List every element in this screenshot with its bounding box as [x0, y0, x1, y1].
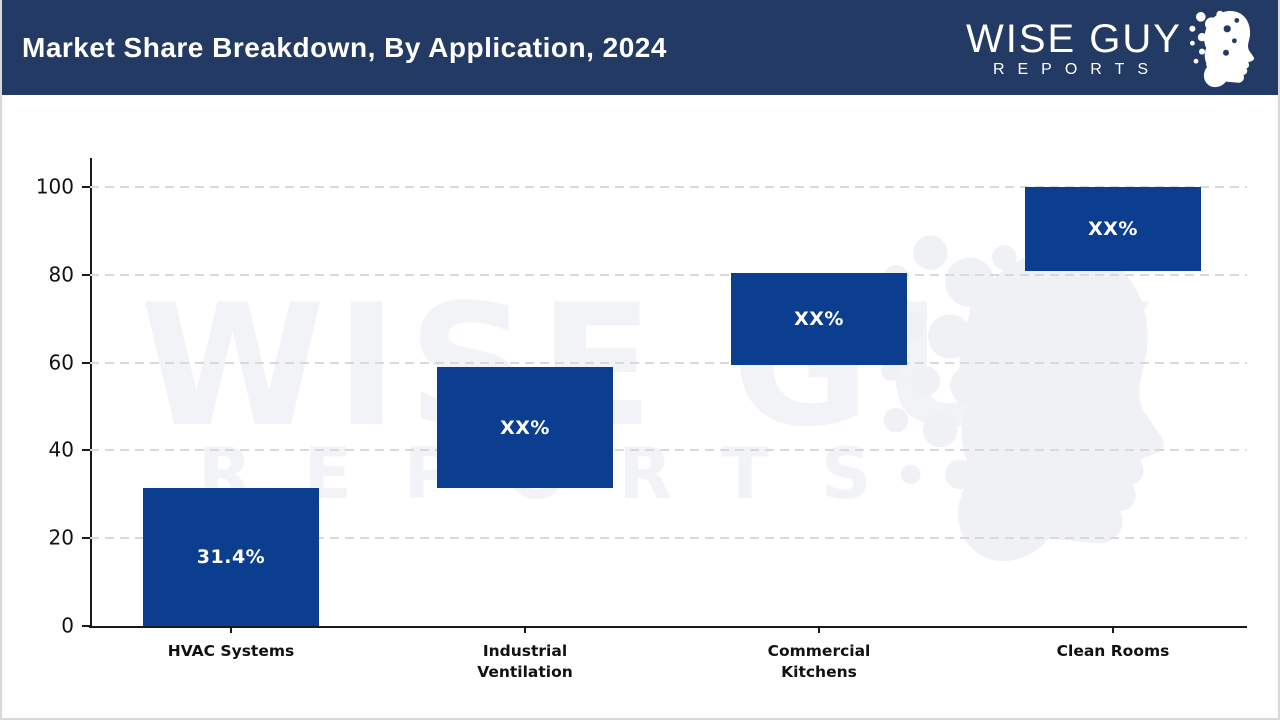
logo-wordmark: WISE GUY	[965, 17, 1182, 61]
logo-subtitle: REPORTS	[992, 61, 1162, 78]
y-tick-label-40: 40	[48, 437, 74, 462]
bar-value-label: XX%	[1088, 218, 1138, 240]
watermark-head-icon	[881, 235, 1164, 562]
y-tick-40	[82, 449, 90, 451]
bar-value-label: 31.4%	[196, 546, 266, 568]
gridline-y20	[90, 537, 1247, 539]
gridline-y100	[90, 186, 1247, 188]
y-axis-line	[90, 158, 92, 628]
y-tick-label-80: 80	[48, 262, 74, 287]
y-tick-80	[82, 274, 90, 276]
page-title: Market Share Breakdown, By Application, …	[22, 31, 667, 63]
x-tick-3	[1112, 626, 1114, 633]
bar-value-label: XX%	[500, 416, 550, 439]
bar-commercial-kitchens: XX%	[731, 273, 907, 365]
bar-clean-rooms: XX%	[1025, 187, 1201, 271]
dotted-head-icon	[1189, 10, 1255, 88]
gridline-y80	[90, 274, 1247, 276]
x-axis-line	[89, 626, 1247, 628]
category-label-3: Clean Rooms	[1056, 642, 1170, 660]
x-tick-1	[524, 626, 526, 633]
category-label-0: HVAC Systems	[167, 642, 295, 660]
wiseguy-logo: WISE GUY REPORTS	[966, 6, 1272, 90]
bar-hvac-systems: 31.4%	[143, 488, 319, 626]
bar-value-label: XX%	[794, 308, 844, 330]
y-tick-label-0: 0	[61, 613, 74, 638]
category-label-1: Industrial Ventilation	[477, 642, 573, 681]
y-tick-20	[82, 537, 90, 539]
y-tick-60	[82, 362, 90, 364]
category-label-2: Commercial Kitchens	[767, 642, 871, 681]
y-tick-label-20: 20	[48, 525, 74, 550]
y-tick-label-100: 100	[35, 174, 74, 199]
y-tick-0	[82, 625, 90, 627]
gridline-y40	[90, 449, 1247, 451]
y-tick-100	[82, 186, 90, 188]
gridline-y60	[90, 362, 1247, 364]
x-tick-0	[230, 626, 232, 633]
header-bar: Market Share Breakdown, By Application, …	[2, 0, 1278, 95]
x-tick-2	[818, 626, 820, 633]
bar-industrial-ventilation: XX%	[437, 367, 613, 488]
y-tick-label-60: 60	[48, 350, 74, 375]
